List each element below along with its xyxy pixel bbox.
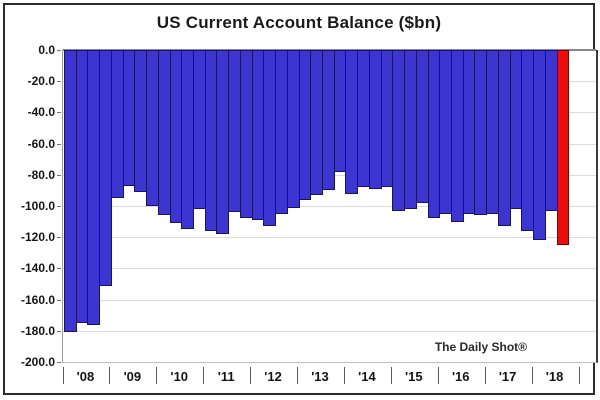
x-axis-tick xyxy=(250,367,252,384)
gridline xyxy=(63,331,596,332)
y-axis-label: -120.0 xyxy=(20,230,55,244)
y-axis-label: 0.0 xyxy=(38,43,55,57)
x-axis-label: '08 xyxy=(76,369,95,384)
x-axis-label: '14 xyxy=(358,369,376,384)
x-axis-tick xyxy=(109,367,111,384)
y-axis-label: -200.0 xyxy=(20,355,55,369)
gridline xyxy=(63,206,596,207)
chart-frame: US Current Account Balance ($bn) 0.0 -20.… xyxy=(3,3,598,395)
x-axis-tick xyxy=(62,367,64,384)
y-axis-tick xyxy=(57,362,61,363)
x-axis-label: '12 xyxy=(264,369,282,384)
x-axis-tick xyxy=(531,367,533,384)
gridline xyxy=(63,237,596,238)
x-axis-tick xyxy=(578,367,580,384)
y-axis-tick xyxy=(57,144,61,145)
y-axis-label: -160.0 xyxy=(20,293,55,307)
x-axis-label: '17 xyxy=(498,369,517,384)
gridline xyxy=(63,268,596,269)
x-axis-tick xyxy=(343,367,345,384)
y-axis-tick xyxy=(57,237,61,238)
watermark-daily-shot: The Daily Shot® xyxy=(434,340,527,354)
plot-area xyxy=(62,49,598,363)
x-axis-tick xyxy=(484,367,486,384)
y-axis-tick xyxy=(57,268,61,269)
x-axis-label: '15 xyxy=(405,369,423,384)
x-axis-label: '09 xyxy=(123,369,142,384)
y-axis-label: -40.0 xyxy=(27,105,55,119)
bar-highlighted xyxy=(556,50,570,245)
y-axis-label: -140.0 xyxy=(20,261,55,275)
y-axis-label: -20.0 xyxy=(27,74,55,88)
x-axis-tick xyxy=(203,367,205,384)
x-axis-label: '18 xyxy=(545,369,564,384)
y-axis-tick xyxy=(57,300,61,301)
y-axis-label: -100.0 xyxy=(20,199,55,213)
x-axis-label: '11 xyxy=(217,369,235,384)
gridline xyxy=(63,300,596,301)
chart-title: US Current Account Balance ($bn) xyxy=(156,13,442,32)
x-axis-label: '10 xyxy=(170,369,189,384)
y-axis-tick xyxy=(57,175,61,176)
x-axis-tick xyxy=(437,367,439,384)
y-axis-label: -60.0 xyxy=(27,137,55,151)
x-axis-label: '13 xyxy=(311,369,329,384)
y-axis-tick xyxy=(57,50,61,51)
y-axis-label: -80.0 xyxy=(27,168,55,182)
y-axis-tick xyxy=(57,331,61,332)
x-axis-tick xyxy=(156,367,158,384)
x-axis-label: '16 xyxy=(451,369,470,384)
y-axis-tick xyxy=(57,112,61,113)
y-axis-label: -180.0 xyxy=(20,324,55,338)
y-axis-tick xyxy=(57,206,61,207)
y-axis-tick xyxy=(57,81,61,82)
x-axis-tick xyxy=(390,367,392,384)
x-axis-tick xyxy=(297,367,299,384)
